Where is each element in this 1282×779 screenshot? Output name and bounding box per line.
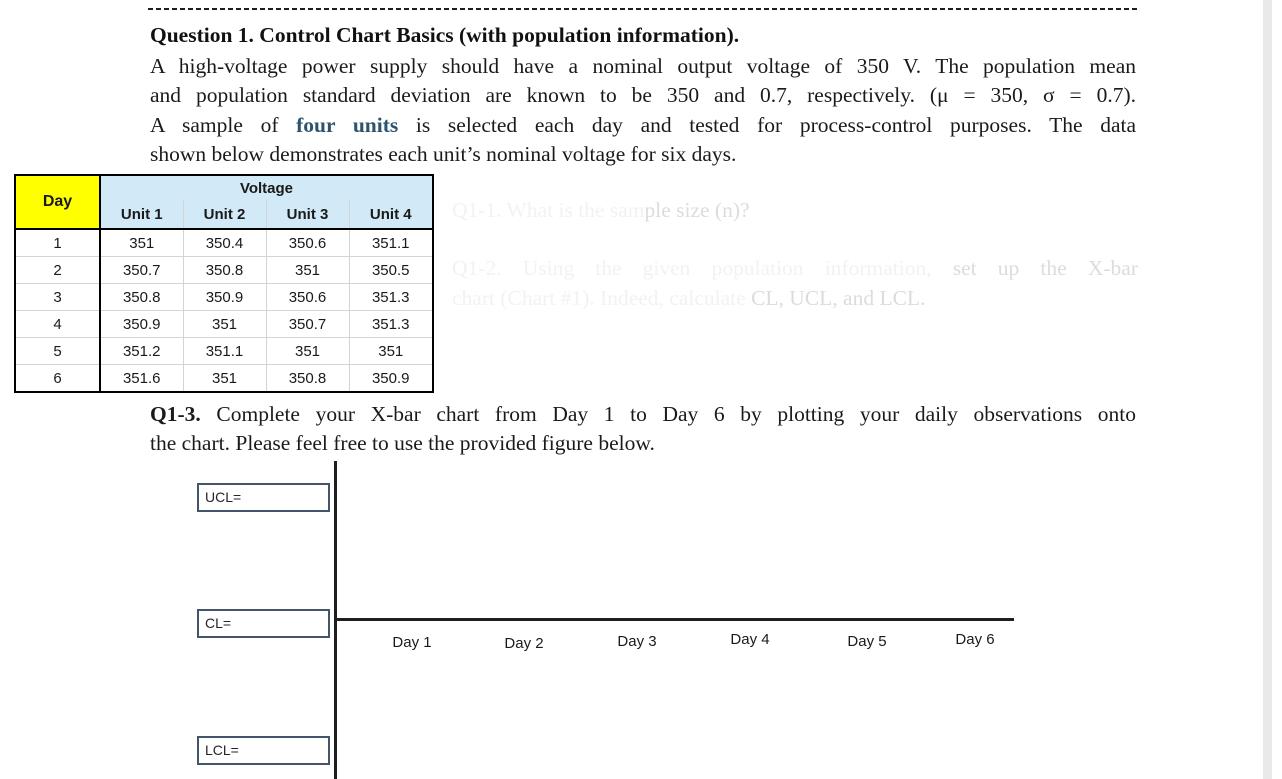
voltage-cell: 350.7 xyxy=(265,310,350,338)
ghost-text-clear: set up the X-bar xyxy=(952,256,1138,280)
voltage-cell: 350.8 xyxy=(99,283,184,311)
voltage-cell: 351 xyxy=(99,228,184,257)
ucl-input-box[interactable]: UCL= xyxy=(197,483,330,512)
group-header-row: Day Voltage xyxy=(14,174,434,230)
table-row: 1 351 350.4 350.6 351.1 xyxy=(14,228,434,257)
voltage-cell: 351 xyxy=(182,310,267,338)
day-axis-label: Day 6 xyxy=(955,631,995,648)
ucl-label: UCL= xyxy=(205,489,242,505)
unit-header: Unit 3 xyxy=(265,200,350,230)
voltage-table-body: 1 351 350.4 350.6 351.1 2 350.7 350.8 351 350.5 3 3… xyxy=(14,228,434,393)
unit-header: Unit 1 xyxy=(99,200,184,230)
day-number-cell: 4 xyxy=(14,310,101,338)
ghost-text-faint: Q1-2. Using the given population informa… xyxy=(452,256,953,280)
day-axis-label: Day 4 xyxy=(730,631,770,648)
voltage-cell: 351.6 xyxy=(99,364,184,393)
day-number-cell: 2 xyxy=(14,256,101,284)
day-axis-label: Day 5 xyxy=(847,633,887,650)
table-row: 2 350.7 350.8 351 350.5 xyxy=(14,256,434,284)
voltage-cell: 350.8 xyxy=(182,256,267,284)
ghost-question-q1-1: Q1-1. What is the sample size (n)? xyxy=(452,196,750,225)
q13-line-1-text: Complete your X-bar chart from Day 1 to … xyxy=(200,402,1136,426)
intro-line-4: shown below demonstrates each unit’s nom… xyxy=(150,142,737,167)
voltage-cell: 351 xyxy=(348,337,434,365)
voltage-cell: 350.5 xyxy=(348,256,434,284)
day-axis-label: Day 3 xyxy=(617,633,657,650)
day-number-cell: 5 xyxy=(14,337,101,365)
dashed-divider xyxy=(148,8,1137,10)
table-row: 4 350.9 351 350.7 351.3 xyxy=(14,310,434,338)
intro-line-3-pre: A sample of xyxy=(150,112,297,137)
q13-label: Q1-3. xyxy=(150,402,201,426)
voltage-cell: 351.1 xyxy=(348,228,434,257)
ghost-question-q1-2-line1: Q1-2. Using the given population informa… xyxy=(452,254,1138,283)
ghost-text-faint: chart (Chart #1). Indeed, calculate xyxy=(452,286,752,310)
cl-label: CL= xyxy=(205,615,232,631)
unit-header-row: Unit 1 Unit 2 Unit 3 Unit 4 xyxy=(15,200,434,230)
table-row: 3 350.8 350.9 350.6 351.3 xyxy=(14,283,434,311)
voltage-cell: 350.6 xyxy=(265,228,350,257)
voltage-cell: 351 xyxy=(182,364,267,393)
voltage-cell: 350.4 xyxy=(182,228,267,257)
unit-header: Unit 2 xyxy=(182,200,267,230)
day-column-header: Day xyxy=(14,174,101,230)
voltage-cell: 350.9 xyxy=(182,283,267,311)
day-number-cell: 3 xyxy=(14,283,101,311)
voltage-cell: 351.1 xyxy=(182,337,267,365)
question-heading: Question 1. Control Chart Basics (with p… xyxy=(150,23,740,47)
intro-paragraph: A high-voltage power supply should have … xyxy=(150,52,1136,170)
table-row: 6 351.6 351 350.8 350.9 xyxy=(14,364,434,393)
voltage-group-header: Voltage xyxy=(99,174,434,200)
cl-input-box[interactable]: CL= xyxy=(197,609,330,638)
intro-line-3: A sample of four units is selected each … xyxy=(150,111,1136,140)
unit-header: Unit 4 xyxy=(348,200,434,230)
voltage-cell: 350.9 xyxy=(99,310,184,338)
voltage-cell: 351 xyxy=(265,256,350,284)
voltage-table: Day Voltage Unit 1 Unit 2 Unit 3 Unit 4 1 35… xyxy=(14,174,434,393)
voltage-cell: 351.3 xyxy=(348,283,434,311)
voltage-cell: 350.8 xyxy=(265,364,350,393)
voltage-cell: 350.6 xyxy=(265,283,350,311)
intro-line-2: and population standard deviation are kn… xyxy=(150,83,1136,108)
day-axis-label: Day 1 xyxy=(392,634,432,651)
day-number-cell: 6 xyxy=(14,364,101,393)
voltage-cell: 351.3 xyxy=(348,310,434,338)
lcl-input-box[interactable]: LCL= xyxy=(197,736,330,765)
q13-line-2: the chart. Please feel free to use the p… xyxy=(150,431,655,456)
intro-line-3-post: is selected each day and tested for proc… xyxy=(398,112,1136,137)
q13-paragraph: Q1-3. Complete your X-bar chart from Day… xyxy=(150,400,1136,459)
ghost-question-q1-2-line2: chart (Chart #1). Indeed, calculate CL, … xyxy=(452,284,925,313)
voltage-cell: 350.9 xyxy=(348,364,434,393)
ghost-text-clear: ple size (n)? xyxy=(644,198,750,222)
day-axis-label: Day 2 xyxy=(504,635,544,652)
voltage-cell: 351.2 xyxy=(99,337,184,365)
y-axis-line xyxy=(334,461,337,779)
q13-line-1: Q1-3. Complete your X-bar chart from Day… xyxy=(150,400,1136,429)
table-row: 5 351.2 351.1 351 351 xyxy=(14,337,434,365)
x-axis-line xyxy=(336,618,1014,621)
day-number-cell: 1 xyxy=(14,228,101,257)
ghost-text-clear: CL, UCL, and LCL. xyxy=(751,286,926,310)
scrollbar-track[interactable] xyxy=(1263,0,1272,779)
intro-line-1: A high-voltage power supply should have … xyxy=(150,54,1136,78)
voltage-cell: 351 xyxy=(265,337,350,365)
four-units-highlight: four units xyxy=(296,112,399,137)
ghost-text-faint: Q1-1. What is the sam xyxy=(452,198,645,222)
voltage-cell: 350.7 xyxy=(99,256,184,284)
lcl-label: LCL= xyxy=(205,742,239,758)
